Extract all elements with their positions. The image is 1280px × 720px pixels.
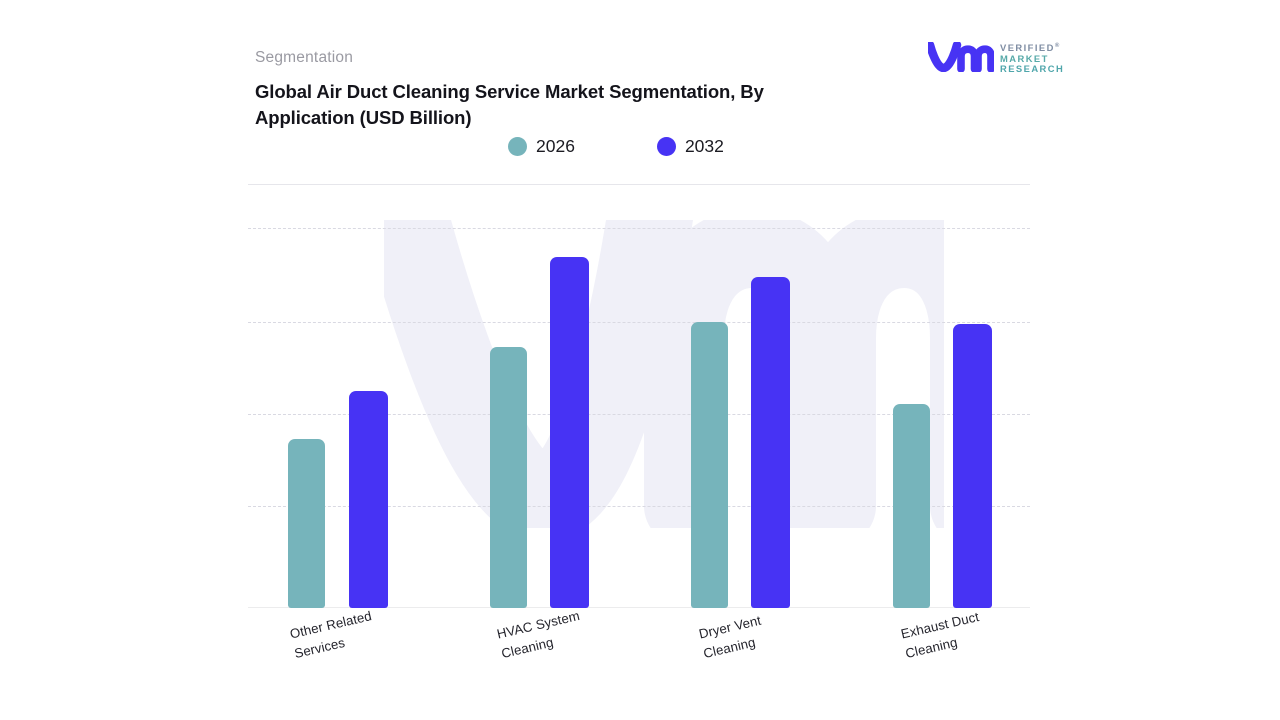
logo-wordmark: VERIFIED® MARKET RESEARCH	[1000, 42, 1065, 75]
x-axis-label-exhaust-duct-cleaning: Exhaust Duct Cleaning	[899, 609, 981, 661]
logo-line-research: RESEARCH	[1000, 63, 1065, 75]
gridline	[248, 228, 1030, 229]
registered-mark-icon: ®	[1054, 43, 1060, 49]
x-axis-label-dryer-vent-cleaning: Dryer Vent Cleaning	[697, 612, 763, 661]
axis-baseline	[248, 607, 1030, 608]
plot-area	[248, 220, 1030, 615]
legend-item-2032[interactable]: 2032	[656, 136, 724, 157]
bar-2026-exhaust-duct-cleaning[interactable]	[893, 404, 930, 608]
legend-label: 2026	[536, 136, 575, 156]
bar-2026-hvac-system-cleaning[interactable]	[490, 347, 527, 608]
bar-chart	[248, 220, 1030, 615]
bar-2032-dryer-vent-cleaning[interactable]	[751, 277, 790, 608]
bar-2026-other-related-services[interactable]	[288, 439, 325, 608]
bar-2032-other-related-services[interactable]	[349, 391, 388, 608]
verified-market-research-logo: VERIFIED® MARKET RESEARCH	[925, 40, 1065, 76]
page-title: Global Air Duct Cleaning Service Market …	[255, 81, 764, 129]
bar-2032-hvac-system-cleaning[interactable]	[550, 257, 589, 608]
legend-label: 2032	[684, 136, 724, 156]
bar-2032-exhaust-duct-cleaning[interactable]	[953, 324, 992, 608]
logo-line-verified: VERIFIED®	[1000, 42, 1060, 54]
chart-legend: 2026 2032	[508, 136, 724, 157]
bar-2026-dryer-vent-cleaning[interactable]	[691, 322, 728, 608]
segmentation-kicker: Segmentation	[255, 49, 354, 66]
gridline	[248, 506, 1030, 507]
legend-item-2026[interactable]: 2026	[508, 136, 575, 157]
legend-swatch-icon	[656, 137, 676, 156]
gridline	[248, 414, 1030, 415]
logo-line-market: MARKET	[1000, 52, 1049, 64]
vmr-mark-icon	[925, 40, 995, 73]
vmr-watermark-icon	[361, 220, 1010, 546]
legend-swatch-icon	[508, 137, 527, 156]
gridline	[248, 322, 1030, 323]
header-divider	[248, 184, 1030, 185]
